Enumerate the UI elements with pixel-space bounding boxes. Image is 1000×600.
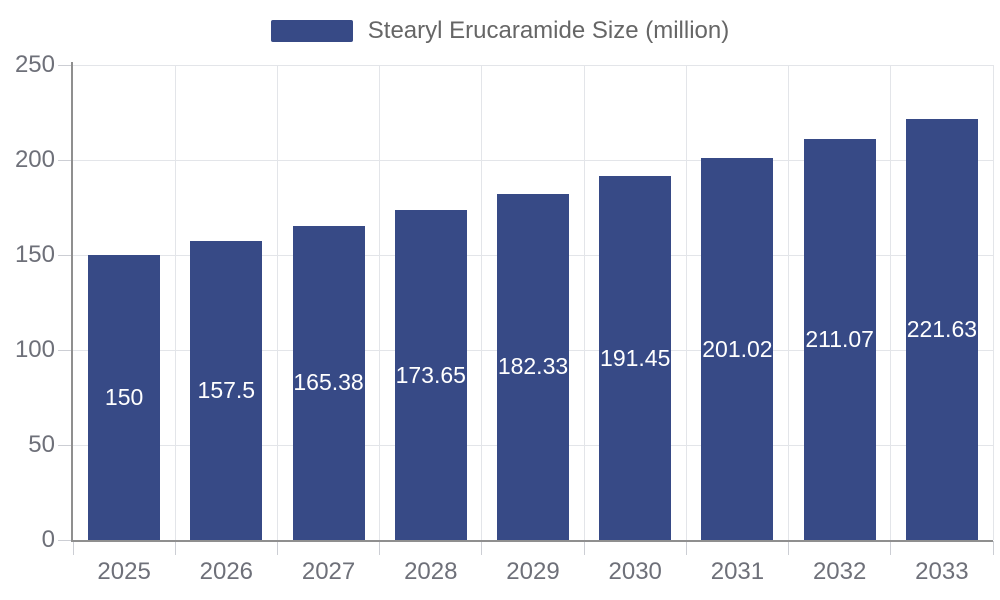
gridline-vertical [174, 65, 176, 540]
bar-value-label: 150 [104, 384, 144, 410]
y-axis-label: 0 [41, 526, 55, 553]
bar-value-label: 182.33 [497, 353, 569, 380]
bar[interactable]: 211.07 [803, 138, 876, 540]
y-axis-tick [58, 349, 71, 351]
legend-item[interactable]: Stearyl Erucaramide Size (million) [0, 16, 1000, 46]
x-axis-tick [992, 541, 994, 555]
x-axis-line [71, 540, 993, 542]
legend-label: Stearyl Erucaramide Size (million) [367, 17, 730, 44]
gridline-vertical [276, 65, 278, 540]
gridline-vertical [890, 65, 892, 540]
bar[interactable]: 191.45 [599, 176, 672, 540]
x-axis-tick [788, 541, 790, 555]
x-axis-tick [174, 541, 176, 555]
bar[interactable]: 173.65 [394, 210, 467, 540]
y-axis-label: 150 [14, 241, 55, 268]
x-axis-tick [583, 541, 585, 555]
x-axis-tick [276, 541, 278, 555]
gridline-vertical [379, 65, 381, 540]
bar[interactable]: 182.33 [497, 193, 569, 540]
bar-value-label: 201.02 [702, 335, 773, 362]
gridline-vertical [685, 65, 687, 540]
x-axis-tick [379, 541, 381, 555]
x-axis-tick [685, 541, 687, 555]
y-axis-tick [58, 254, 71, 256]
bar-value-label: 211.07 [805, 325, 874, 352]
x-axis-tick [481, 541, 483, 555]
x-axis-label: 2026 [199, 558, 254, 585]
bar-value-label: 221.63 [906, 315, 978, 342]
bar-value-label: 191.45 [600, 344, 671, 371]
y-axis-label: 250 [14, 51, 55, 78]
gridline-vertical [583, 65, 585, 540]
gridline-horizontal [73, 159, 993, 161]
legend-swatch [270, 20, 353, 42]
bar[interactable]: 221.63 [905, 118, 978, 540]
x-axis-tick [890, 541, 892, 555]
gridline-vertical [788, 65, 790, 540]
x-axis-label: 2030 [608, 558, 662, 585]
x-axis-tick [72, 541, 74, 555]
bar[interactable]: 150 [88, 255, 161, 540]
x-axis-label: 2032 [812, 558, 867, 585]
x-axis-label: 2033 [915, 558, 969, 585]
gridline-horizontal [73, 64, 993, 66]
bar[interactable]: 201.02 [701, 158, 774, 540]
bar-value-label: 173.65 [395, 361, 466, 388]
x-axis-label: 2027 [301, 558, 356, 585]
bar-value-label: 165.38 [293, 369, 364, 396]
y-axis-line [71, 62, 73, 540]
bar-value-label: 157.5 [197, 376, 256, 403]
gridline-vertical [992, 65, 994, 540]
y-axis-label: 50 [28, 431, 55, 458]
y-axis-tick [58, 444, 71, 446]
y-axis-tick [58, 539, 71, 541]
bar[interactable]: 165.38 [292, 225, 365, 540]
bar[interactable]: 157.5 [190, 240, 263, 540]
gridline-vertical [481, 65, 483, 540]
x-axis-label: 2031 [710, 558, 765, 585]
x-axis-label: 2025 [97, 558, 151, 585]
y-axis-label: 100 [14, 336, 55, 363]
x-axis-label: 2029 [506, 558, 560, 585]
y-axis-tick [58, 64, 71, 66]
y-axis-tick [58, 159, 71, 161]
x-axis-label: 2028 [404, 558, 458, 585]
y-axis-label: 200 [14, 146, 55, 173]
